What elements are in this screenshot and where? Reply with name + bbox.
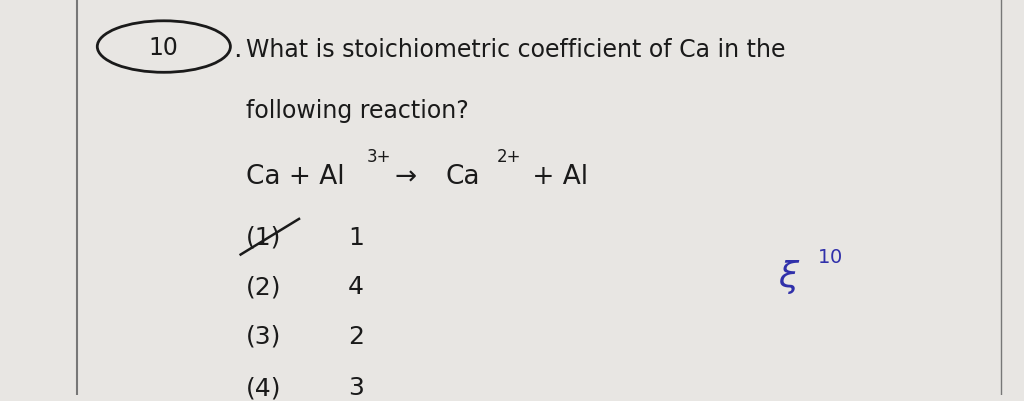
Text: 1: 1 xyxy=(348,225,365,249)
Text: $\mathit{10}$: $\mathit{10}$ xyxy=(817,247,843,266)
Text: Ca: Ca xyxy=(445,164,480,190)
Text: following reaction?: following reaction? xyxy=(246,99,469,123)
Text: 2: 2 xyxy=(348,324,365,348)
Text: $\mathit{\xi}$: $\mathit{\xi}$ xyxy=(778,258,801,296)
Text: 3+: 3+ xyxy=(367,148,391,166)
Text: (1): (1) xyxy=(246,225,282,249)
Text: (2): (2) xyxy=(246,275,282,298)
Text: + Al: + Al xyxy=(524,164,589,190)
Text: .: . xyxy=(233,36,242,63)
Text: What is stoichiometric coefficient of Ca in the: What is stoichiometric coefficient of Ca… xyxy=(246,37,785,61)
Text: →: → xyxy=(394,164,417,190)
Text: (3): (3) xyxy=(246,324,282,348)
Text: 3: 3 xyxy=(348,375,365,399)
Text: 4: 4 xyxy=(348,275,365,298)
Text: (4): (4) xyxy=(246,375,282,399)
Text: Ca + Al: Ca + Al xyxy=(246,164,344,190)
Text: 10: 10 xyxy=(148,35,179,59)
Text: 2+: 2+ xyxy=(497,148,521,166)
